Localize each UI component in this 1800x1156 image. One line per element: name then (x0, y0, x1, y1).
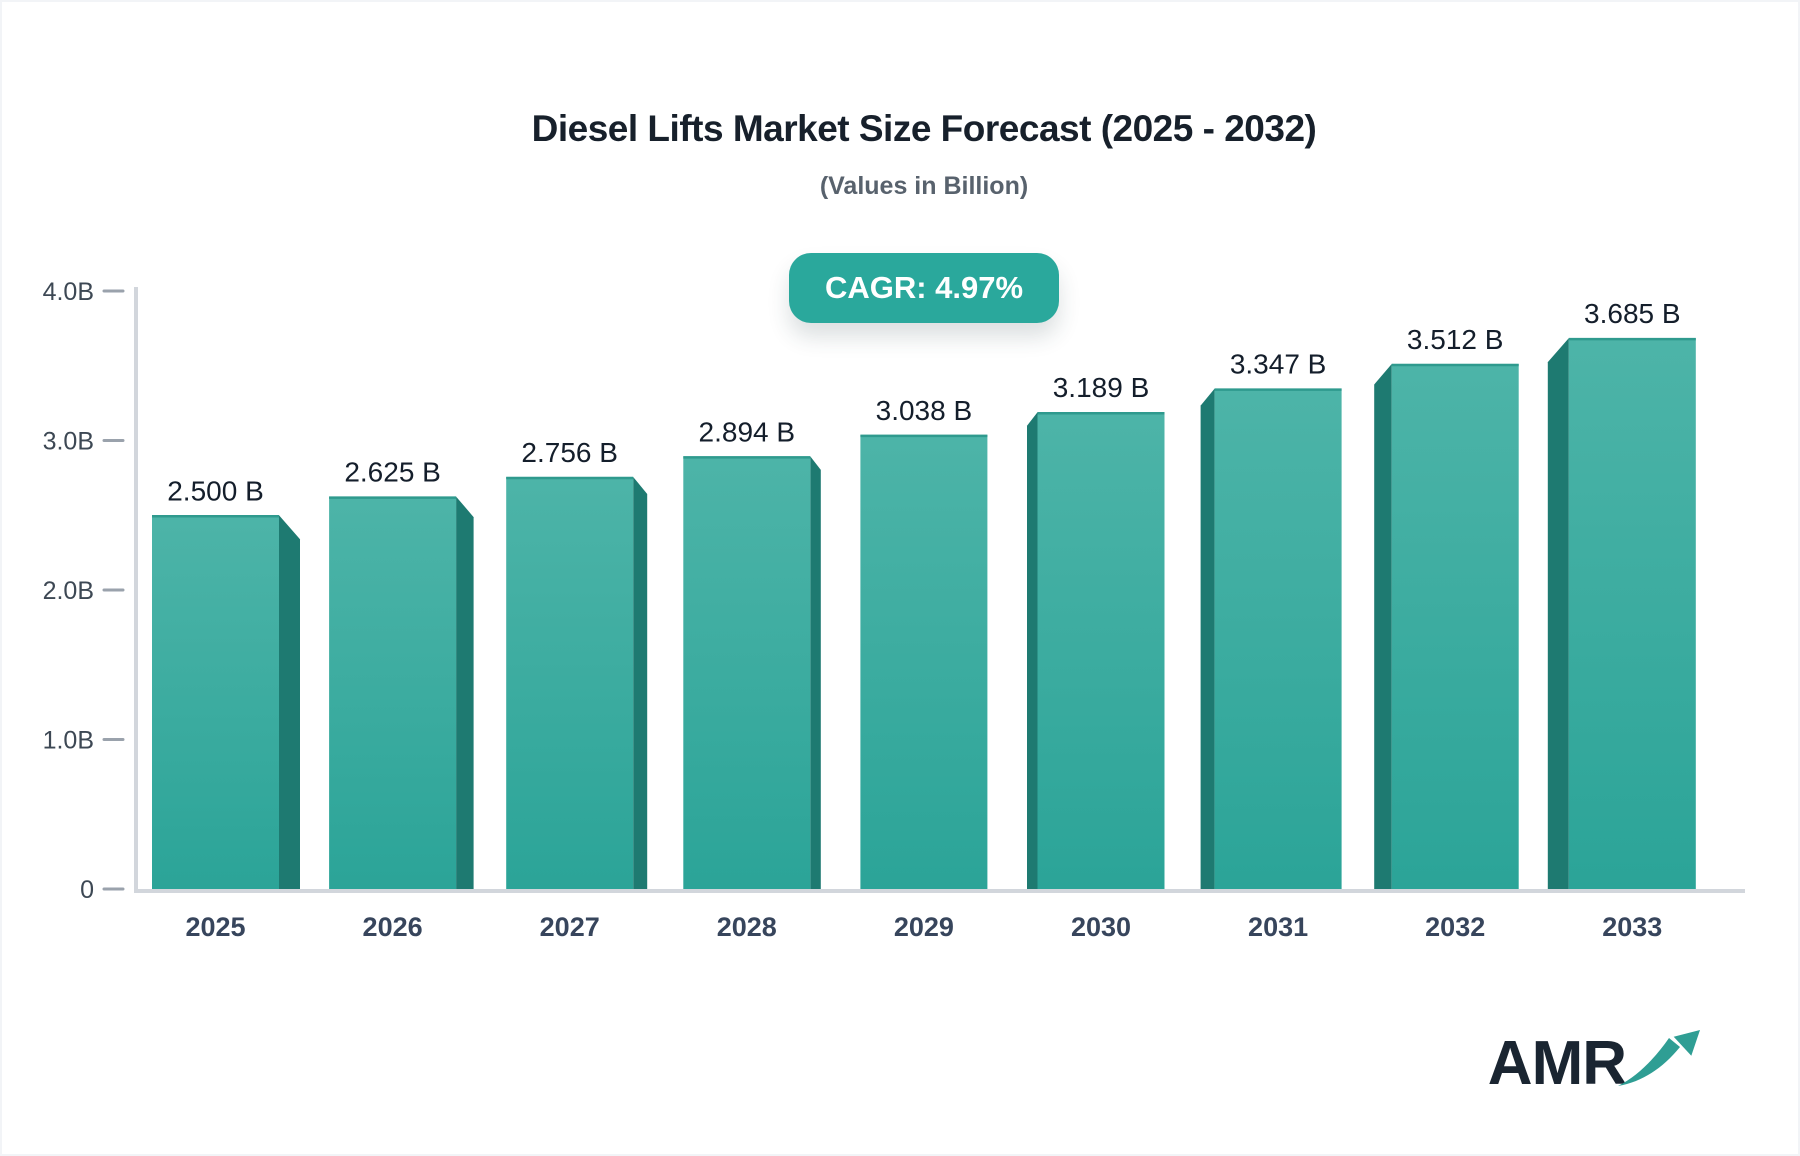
bar-face (1214, 388, 1342, 889)
x-axis-label: 2030 (1071, 912, 1131, 942)
bar-value-label: 3.512 B (1407, 324, 1504, 355)
bar-face (1391, 363, 1519, 889)
bar-group-2032: 3.512 B 2032 (1374, 324, 1519, 942)
chart-title: Diesel Lifts Market Size Forecast (2025 … (531, 108, 1317, 149)
y-tick-label: 4.0B (43, 278, 94, 306)
y-tick-label: 2.0B (43, 577, 94, 605)
bar-group-2025: 2.500 B 2025 (152, 475, 300, 942)
bar-value-label: 3.347 B (1230, 349, 1327, 380)
bar-value-label: 3.038 B (876, 395, 973, 426)
x-axis-label: 2028 (717, 912, 777, 942)
bar-value-label: 2.500 B (167, 475, 264, 506)
y-tick-label: 3.0B (43, 428, 94, 456)
bar-group-2031: 3.347 B 2031 (1200, 349, 1342, 942)
x-axis-label: 2032 (1425, 912, 1485, 942)
bar-face (860, 434, 988, 889)
bar-value-label: 3.189 B (1053, 372, 1150, 403)
y-tick-label: 1.0B (43, 727, 94, 755)
bar-value-label: 2.756 B (521, 437, 618, 468)
x-axis-label: 2026 (363, 912, 423, 942)
bar-group-2027: 2.756 B 2027 (506, 437, 648, 942)
bar-3d-side (1200, 388, 1215, 889)
bar-group-2029: 3.038 B 2029 (860, 395, 988, 942)
bar-3d-side (456, 496, 474, 889)
bar-value-label: 2.625 B (344, 457, 441, 488)
bar-3d-side (279, 515, 300, 889)
bar-group-2028: 2.894 B 2028 (683, 416, 821, 942)
x-axis-label: 2029 (894, 912, 954, 942)
bar-face (683, 456, 811, 889)
x-axis-label: 2027 (540, 912, 600, 942)
chart-subtitle: (Values in Billion) (819, 172, 1029, 200)
bar-value-label: 2.894 B (699, 416, 796, 447)
bar-group-2033: 3.685 B 2033 (1547, 298, 1696, 942)
x-axis-label: 2025 (185, 912, 245, 942)
bar-face (329, 496, 457, 889)
x-axis-label: 2033 (1602, 912, 1662, 942)
bar-face (152, 515, 279, 889)
bar-3d-side (1547, 338, 1569, 889)
bar-face (1037, 412, 1165, 889)
bar-face (506, 476, 634, 889)
x-axis-label: 2031 (1248, 912, 1308, 942)
bar-group-2026: 2.625 B 2026 (329, 457, 474, 942)
cagr-badge-row: CAGR: 4.97% (136, 253, 1712, 323)
bar-value-label: 3.685 B (1584, 298, 1681, 329)
bar-3d-side (810, 456, 821, 889)
y-tick-label: 0 (80, 876, 94, 904)
growth-arrow-head (1673, 1029, 1700, 1056)
bar-3d-side (1374, 363, 1392, 889)
amr-logo: AMR (1488, 1028, 1704, 1099)
growth-arrow-icon (1618, 1029, 1700, 1086)
cagr-badge: CAGR: 4.97% (788, 253, 1060, 323)
bar-3d-side (1027, 412, 1038, 889)
growth-arrow-swoosh (1618, 1037, 1680, 1086)
bar-3d-side (633, 476, 648, 889)
bar-group-2030: 3.189 B 2030 (1027, 372, 1165, 942)
amr-logo-text: AMR (1487, 1029, 1627, 1098)
bar-face (1568, 338, 1696, 889)
